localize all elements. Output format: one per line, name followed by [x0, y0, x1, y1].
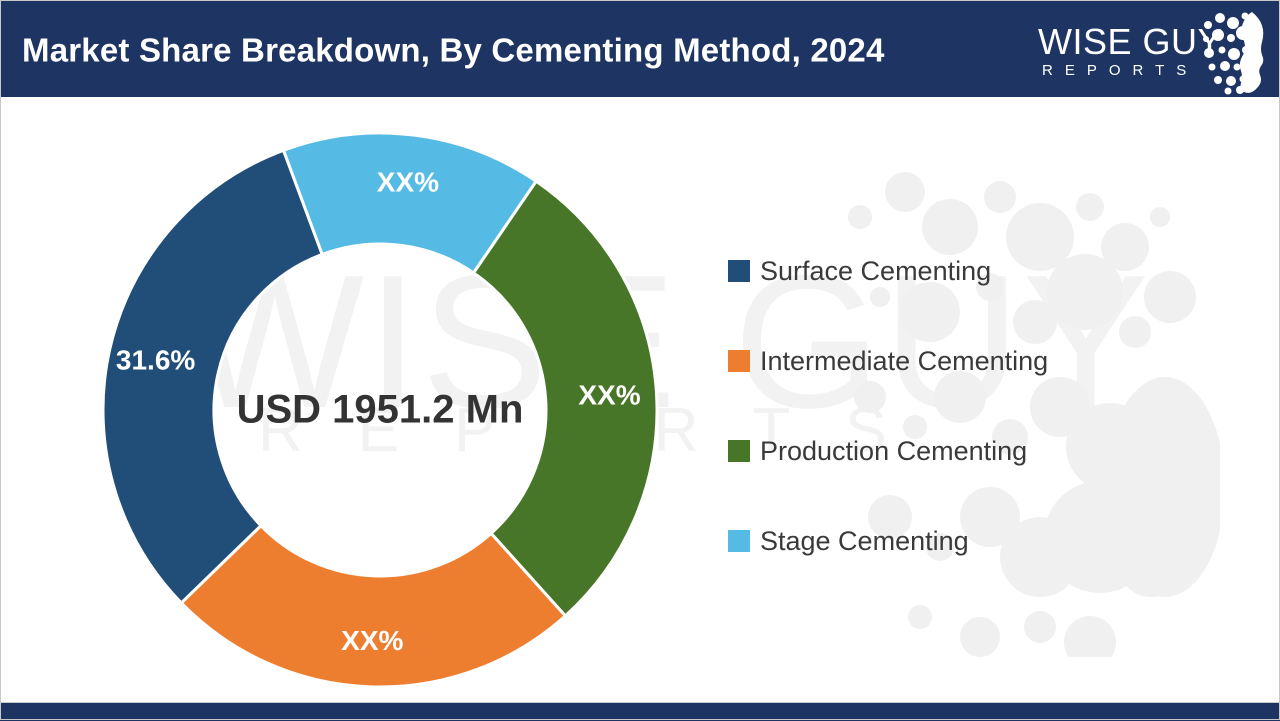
- donut-chart: XX% XX% XX% 31.6%: [101, 131, 659, 689]
- donut-segment-intermediate-cementing: [179, 524, 567, 689]
- slice-value-label: 31.6%: [116, 344, 195, 375]
- legend-item-production-cementing: Production Cementing: [728, 435, 1048, 466]
- legend-item-surface-cementing: Surface Cementing: [728, 255, 1048, 286]
- legend-swatch: [728, 350, 750, 372]
- slice-value-label: XX%: [377, 167, 439, 198]
- donut-segment-stage-cementing: [281, 131, 538, 275]
- legend-item-intermediate-cementing: Intermediate Cementing: [728, 345, 1049, 376]
- donut-center-value: USD 1951.2 Mn: [236, 387, 524, 432]
- slice-value-label: XX%: [578, 380, 640, 411]
- legend-label: Surface Cementing: [760, 255, 992, 286]
- legend-swatch: [728, 440, 750, 462]
- header-bar: Market Share Breakdown, By Cementing Met…: [0, 0, 1280, 97]
- legend-swatch: [728, 260, 750, 282]
- legend-label: Intermediate Cementing: [760, 345, 1049, 376]
- watermark-face-dots: [848, 172, 1220, 657]
- logo-wiseguy-text: WISE GUY: [1038, 21, 1223, 62]
- donut-segment-production-cementing: [472, 179, 659, 618]
- legend-label: Stage Cementing: [760, 525, 969, 556]
- chart-legend: Surface Cementing Intermediate Cementing P…: [728, 255, 1049, 617]
- donut-segment-surface-cementing: [101, 148, 324, 605]
- slice-value-label: XX%: [341, 625, 403, 656]
- page-title: Market Share Breakdown, By Cementing Met…: [22, 31, 885, 69]
- chart-area: WISE GUY REPORTS XX%XX%XX%31.6% USD 1951…: [0, 97, 1280, 702]
- footer-bar: [0, 702, 1280, 721]
- legend-item-stage-cementing: Stage Cementing: [728, 525, 1048, 556]
- wiseguy-logo: WISE GUY REPORTS: [1026, 9, 1264, 95]
- legend-swatch: [728, 530, 750, 552]
- legend-label: Production Cementing: [760, 435, 1028, 466]
- wiseguy-face-dots-icon: [1203, 12, 1264, 95]
- logo-reports-text: REPORTS: [1042, 62, 1199, 79]
